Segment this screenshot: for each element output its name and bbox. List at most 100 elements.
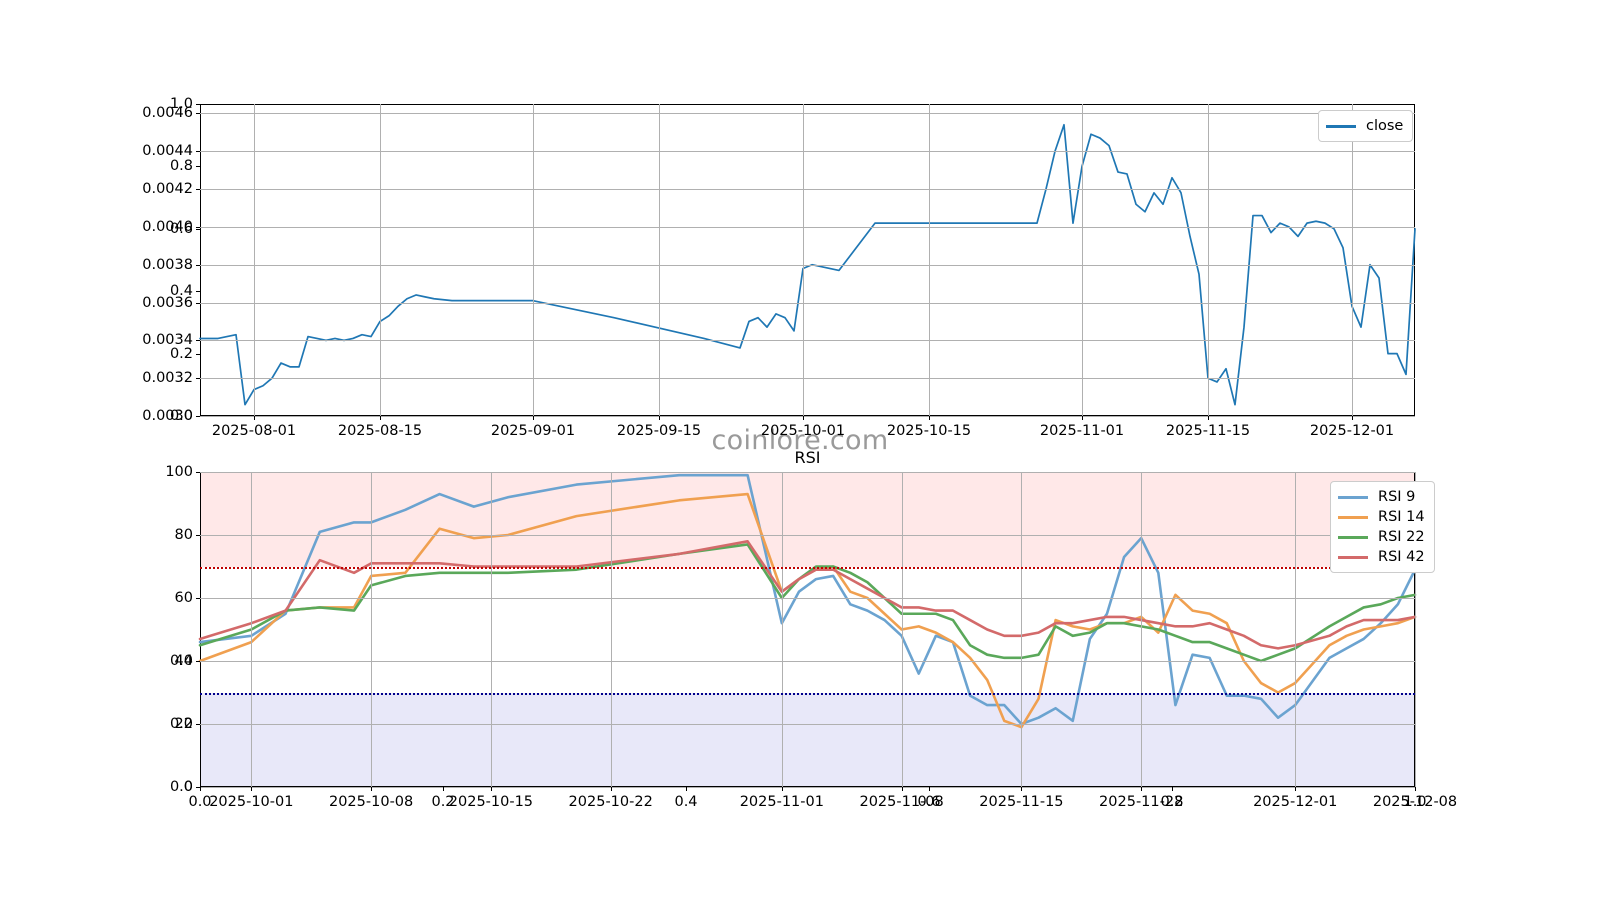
gridline-horizontal: [200, 787, 1415, 788]
gridline-vertical: [1295, 472, 1297, 787]
y-tick-secondary: [196, 104, 200, 105]
y-tick: [196, 340, 200, 342]
x-tick-secondary: [686, 787, 687, 791]
x-axis-label: 2025-10-15: [886, 423, 972, 439]
gridline-horizontal: [200, 226, 1415, 228]
gridline-horizontal: [200, 264, 1415, 266]
x-axis-label: 2025-12-08: [1372, 794, 1458, 810]
legend-item[interactable]: RSI 42: [1338, 547, 1425, 567]
overbought-band: [200, 472, 1415, 567]
y-axis-label-secondary: 0.2: [169, 345, 193, 362]
gridline-horizontal: [200, 535, 1415, 536]
x-axis-label: 2025-12-01: [1253, 794, 1338, 810]
x-axis-label: 2025-10-01: [209, 794, 294, 810]
gridline-horizontal: [200, 151, 1415, 153]
x-axis-label: 2025-08-01: [211, 423, 297, 439]
y-axis-label: 60: [174, 589, 193, 606]
x-tick: [1021, 787, 1023, 791]
x-axis-label: 2025-09-15: [616, 423, 702, 439]
y-tick-secondary: [196, 228, 200, 230]
y-axis-label-secondary: 0.4: [169, 652, 193, 669]
gridline-vertical: [781, 472, 783, 787]
x-axis-label: 2025-11-15: [1165, 423, 1251, 439]
x-tick-secondary: [443, 787, 444, 791]
y-tick: [196, 113, 200, 115]
legend-item[interactable]: RSI 22: [1338, 527, 1425, 547]
series-line: [198, 540, 1417, 650]
gridline-vertical: [803, 104, 804, 416]
x-axis-label: 2025-09-01: [490, 423, 576, 439]
x-axis-label: 2025-11-01: [739, 794, 824, 810]
legend-swatch: [1338, 555, 1368, 559]
rsi-title: RSI: [794, 448, 821, 467]
rsi-chart-axes: 0 20 40 60 80 100 0.0 0.2 0.4 2025-10-01 2025-10-0…: [165, 465, 1457, 809]
x-tick: [533, 416, 534, 420]
gridline-vertical: [254, 104, 255, 416]
x-tick: [659, 416, 660, 420]
gridline-vertical: [610, 472, 612, 787]
x-axis-label: 2025-08-15: [337, 423, 423, 439]
y-axis-label-secondary: 0.6: [169, 220, 193, 237]
legend-label: close: [1366, 117, 1404, 134]
y-axis-label: 0: [183, 778, 193, 795]
y-tick-secondary: [196, 416, 200, 417]
gridline-vertical: [1082, 104, 1083, 416]
y-tick: [196, 226, 200, 228]
y-axis-label: 0.0040: [142, 218, 193, 235]
y-axis-label: 0.0038: [142, 256, 193, 273]
y-axis-label: 0.0046: [142, 105, 193, 122]
x-tick-secondary: [929, 787, 930, 791]
series-line: [198, 492, 1417, 729]
x-tick: [1141, 787, 1143, 791]
gridline-horizontal: [200, 416, 1415, 417]
x-axis-label: 2025-10-22: [568, 794, 653, 810]
x-tick: [1295, 787, 1297, 791]
series-line: [198, 543, 1417, 663]
x-axis-label-secondary: 0.8: [1160, 794, 1184, 810]
y-tick-secondary: [196, 661, 200, 662]
y-axis-label-secondary: 0.2: [169, 715, 193, 732]
y-tick: [196, 264, 200, 266]
y-axis-label: 80: [174, 526, 193, 543]
price-chart-axes: 0.0030 0.0032 0.0034 0.0036 0.0038 0.0040 0.00…: [142, 97, 1416, 438]
x-axis-label: 2025-11-15: [979, 794, 1064, 810]
x-axis-label-secondary: 0.0: [188, 794, 212, 810]
x-tick: [490, 787, 492, 791]
x-tick: [251, 787, 253, 791]
y-tick-secondary: [196, 353, 200, 355]
legend-swatch: [1338, 535, 1368, 539]
x-tick: [1082, 416, 1083, 420]
x-axis-label-secondary: 1.0: [1403, 794, 1427, 810]
y-axis-label: 0.0032: [142, 369, 193, 386]
x-axis-label: 2025-11-08: [859, 794, 944, 810]
gridline-vertical: [1415, 472, 1416, 787]
gridline-horizontal: [200, 472, 1415, 473]
y-axis-label: 0.0034: [142, 332, 193, 349]
gridline-horizontal: [200, 302, 1415, 304]
legend-label: RSI 14: [1378, 508, 1425, 525]
x-tick: [901, 787, 903, 791]
y-tick: [196, 535, 200, 536]
x-tick: [929, 416, 930, 420]
y-axis-label: 20: [174, 715, 193, 732]
x-tick: [380, 416, 381, 420]
x-axis-label: 2025-11-01: [1039, 423, 1125, 439]
x-axis-label-secondary: 0.2: [431, 794, 455, 810]
x-tick: [610, 787, 612, 791]
legend-item[interactable]: close: [1326, 116, 1403, 136]
x-axis-label: 2025-10-15: [448, 794, 534, 810]
legend-label: RSI 9: [1378, 488, 1416, 505]
legend-label: RSI 22: [1378, 528, 1425, 545]
y-tick-secondary: [196, 724, 200, 725]
price-legend[interactable]: close: [1318, 110, 1414, 142]
y-tick: [196, 151, 200, 153]
x-tick: [803, 416, 804, 420]
legend-item[interactable]: RSI 9: [1338, 487, 1425, 507]
legend-item[interactable]: RSI 14: [1338, 507, 1425, 527]
gridline-vertical: [251, 472, 253, 787]
series-line: [198, 473, 1417, 726]
y-axis-label-secondary: 0.0: [169, 407, 193, 424]
rsi-legend[interactable]: RSI 9 RSI 14 RSI 22 RSI 42: [1330, 481, 1435, 573]
x-tick-secondary: [1415, 787, 1416, 791]
x-tick: [781, 787, 783, 791]
